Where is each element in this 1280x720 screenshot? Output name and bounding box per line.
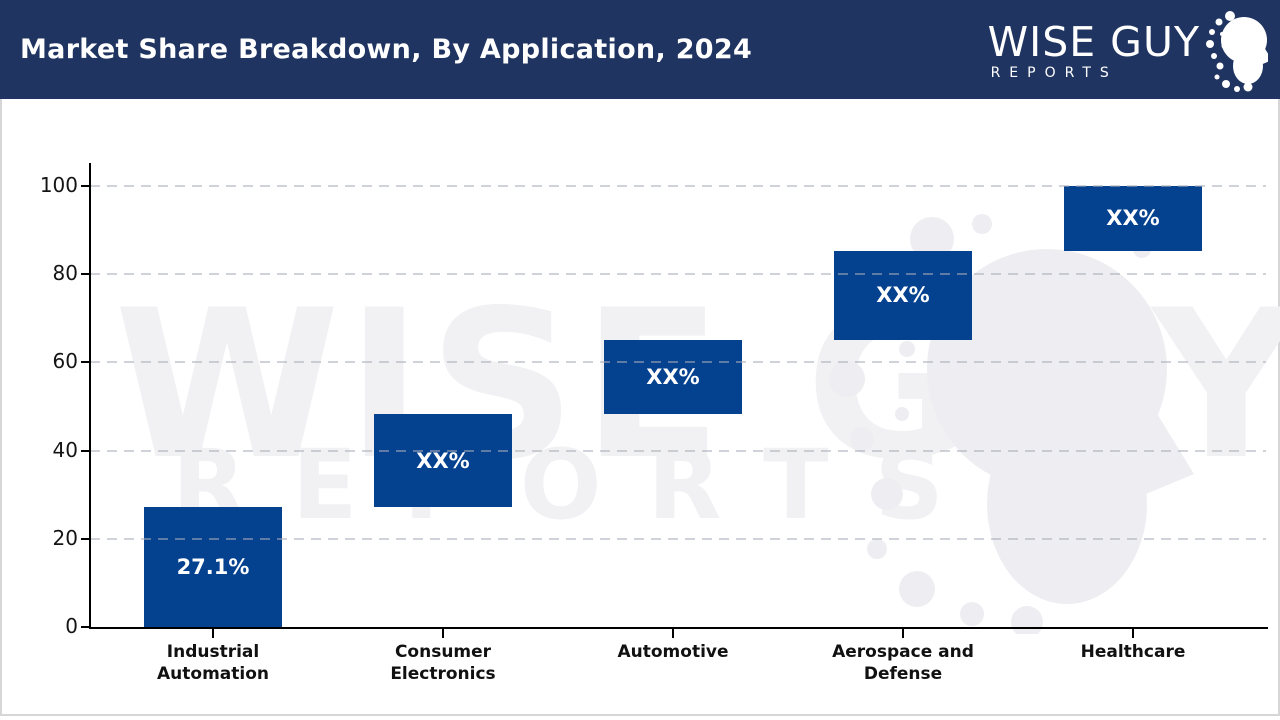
y-tick-label: 0 (65, 614, 78, 638)
gridline-y40 (90, 449, 1266, 452)
waterfall-bar-4: XX% (834, 250, 972, 340)
x-tick-mark (212, 629, 214, 638)
y-axis-spine (89, 163, 91, 629)
x-tick-mark (902, 629, 904, 638)
waterfall-bar-5: XX% (1064, 186, 1202, 251)
chart-canvas: WISE GUY REPORTS 02040608010027.1%Indust… (0, 99, 1280, 716)
y-tick-mark (81, 626, 90, 628)
brand-subname: REPORTS (990, 65, 1118, 82)
gridline-y60 (90, 361, 1266, 364)
x-axis-spine (89, 627, 1268, 629)
x-tick-mark (442, 629, 444, 638)
header-bar: Market Share Breakdown, By Application, … (0, 0, 1280, 99)
x-category-label: Healthcare (1080, 642, 1186, 662)
brand-name: WISE GUY (987, 17, 1200, 66)
bar-value-label: XX% (1106, 206, 1160, 231)
x-category-label: Automotive (617, 642, 729, 662)
y-tick-label: 40 (52, 437, 78, 462)
watermark-sub-text: REPORTS (172, 429, 990, 541)
y-tick-mark (81, 537, 90, 540)
bar-value-label: 27.1% (176, 555, 250, 580)
waterfall-bar-1: 27.1% (144, 507, 282, 627)
x-category-label: Consumer Electronics (390, 642, 496, 685)
y-tick-label: 60 (52, 349, 78, 374)
waterfall-bar-3: XX% (604, 339, 742, 414)
bar-value-label: XX% (876, 283, 930, 308)
x-category-label: Aerospace and Defense (832, 642, 974, 685)
x-tick-mark (672, 629, 674, 638)
brand-logo: WISE GUY REPORTS (988, 8, 1268, 94)
gridline-y20 (90, 537, 1266, 540)
y-tick-mark (81, 185, 90, 187)
brand-logo-text: WISE GUY REPORTS (987, 17, 1200, 82)
x-tick-mark (1132, 629, 1134, 638)
gridline-y80 (90, 273, 1266, 276)
bar-value-label: XX% (416, 448, 470, 473)
x-category-label: Industrial Automation (157, 642, 269, 685)
plot-area: 0 20 40 60 80 100 27.1% Industrial Automation XX… (2, 99, 1280, 714)
brand-head-icon (1206, 11, 1268, 92)
waterfall-bar-2: XX% (374, 413, 512, 508)
y-tick-mark (81, 361, 90, 364)
y-tick-label: 80 (52, 261, 78, 286)
y-tick-mark (81, 273, 90, 276)
watermark-head-icon (829, 202, 1194, 634)
gridline-y100 (90, 185, 1266, 187)
chart-title: Market Share Breakdown, By Application, … (20, 34, 753, 65)
y-tick-mark (81, 449, 90, 452)
bar-value-label: XX% (646, 364, 700, 389)
y-tick-label: 100 (39, 173, 78, 197)
y-tick-label: 20 (52, 525, 78, 550)
